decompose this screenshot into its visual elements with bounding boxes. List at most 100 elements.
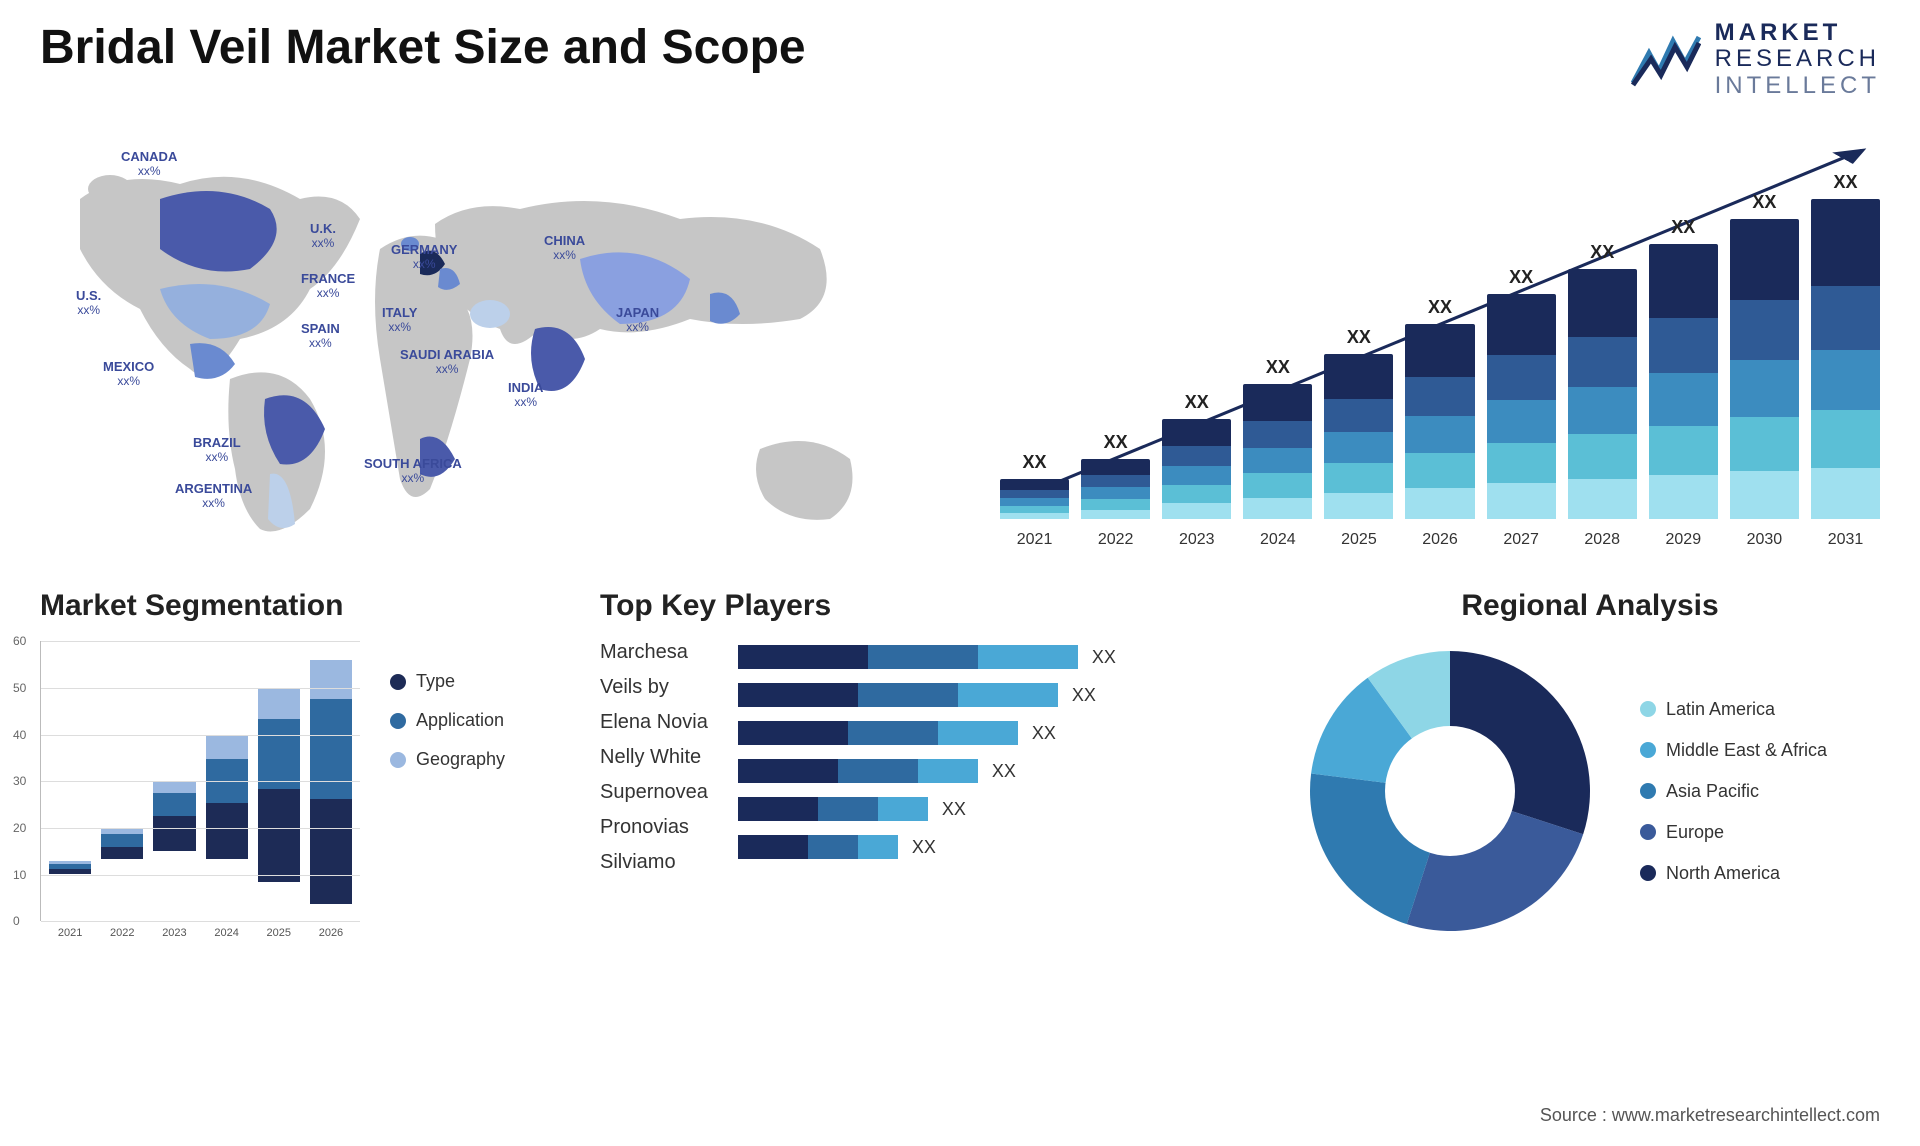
- logo-text-1: MARKET: [1715, 20, 1880, 46]
- world-map: CANADAxx% U.S.xx% MEXICOxx% BRAZILxx% ARGENT…: [40, 129, 940, 549]
- seg-xaxis-label: 2024: [206, 927, 248, 939]
- growth-xaxis-label: 2028: [1568, 531, 1637, 549]
- growth-bar-label: XX: [1590, 242, 1614, 263]
- growth-xaxis-label: 2022: [1081, 531, 1150, 549]
- player-bar-value: XX: [1032, 723, 1056, 744]
- growth-xaxis-label: 2029: [1649, 531, 1718, 549]
- segmentation-panel: Market Segmentation 20212022202320242025…: [40, 589, 540, 941]
- growth-bar-chart: XXXXXXXXXXXXXXXXXXXXXX 20212022202320242…: [1000, 129, 1880, 549]
- regional-legend-item: Asia Pacific: [1640, 781, 1827, 802]
- regional-legend-item: Europe: [1640, 822, 1827, 843]
- player-name: Pronovias: [600, 816, 708, 839]
- map-label-brazil: BRAZILxx%: [193, 436, 241, 465]
- growth-xaxis-label: 2030: [1730, 531, 1799, 549]
- growth-xaxis-label: 2024: [1243, 531, 1312, 549]
- seg-legend-item: Type: [390, 671, 505, 692]
- growth-bar-2027: XX: [1487, 267, 1556, 519]
- regional-legend-item: Latin America: [1640, 699, 1827, 720]
- player-bar-row: XX: [738, 797, 1240, 821]
- growth-bar-2022: XX: [1081, 432, 1150, 519]
- brand-logo: MARKET RESEARCH INTELLECT: [1631, 20, 1880, 99]
- seg-ytick: 30: [13, 774, 26, 788]
- growth-bar-label: XX: [1347, 327, 1371, 348]
- map-label-us: U.S.xx%: [76, 289, 101, 318]
- segmentation-chart: 202120222023202420252026 0102030405060: [40, 641, 360, 921]
- player-name: Silviamo: [600, 851, 708, 874]
- player-bar-row: XX: [738, 835, 1240, 859]
- regional-legend: Latin America Middle East & Africa Asia Pa…: [1640, 699, 1827, 884]
- growth-bar-2024: XX: [1243, 357, 1312, 519]
- seg-xaxis-label: 2021: [49, 927, 91, 939]
- player-name: Nelly White: [600, 746, 708, 769]
- logo-icon: [1631, 33, 1701, 87]
- map-label-italy: ITALYxx%: [382, 306, 417, 335]
- regional-panel: Regional Analysis Latin America Middle Ea…: [1300, 589, 1880, 941]
- seg-xaxis-label: 2023: [153, 927, 195, 939]
- seg-ytick: 50: [13, 681, 26, 695]
- player-bar-row: XX: [738, 645, 1240, 669]
- seg-bar-2025: [258, 688, 300, 921]
- growth-bar-2023: XX: [1162, 392, 1231, 519]
- map-label-argentina: ARGENTINAxx%: [175, 482, 252, 511]
- seg-bar-2021: [49, 861, 91, 922]
- seg-bar-2023: [153, 781, 195, 921]
- growth-bar-label: XX: [1671, 217, 1695, 238]
- map-label-india: INDIAxx%: [508, 381, 543, 410]
- growth-xaxis-label: 2021: [1000, 531, 1069, 549]
- growth-xaxis-label: 2025: [1324, 531, 1393, 549]
- growth-xaxis-label: 2027: [1487, 531, 1556, 549]
- player-bar-row: XX: [738, 683, 1240, 707]
- seg-xaxis-label: 2026: [310, 927, 352, 939]
- map-label-france: FRANCExx%: [301, 272, 355, 301]
- seg-ytick: 0: [13, 914, 20, 928]
- growth-xaxis-label: 2026: [1405, 531, 1474, 549]
- logo-text-3: INTELLECT: [1715, 73, 1880, 99]
- growth-bar-2029: XX: [1649, 217, 1718, 519]
- seg-ytick: 20: [13, 821, 26, 835]
- growth-bar-label: XX: [1752, 192, 1776, 213]
- player-name: Marchesa: [600, 641, 708, 664]
- seg-ytick: 60: [13, 634, 26, 648]
- key-players-panel: Top Key Players MarchesaVeils byElena No…: [600, 589, 1240, 941]
- player-bar-value: XX: [992, 761, 1016, 782]
- map-label-uk: U.K.xx%: [310, 222, 336, 251]
- growth-bar-2021: XX: [1000, 452, 1069, 519]
- seg-legend-item: Geography: [390, 749, 505, 770]
- regional-donut-chart: [1300, 641, 1600, 941]
- map-label-mexico: MEXICOxx%: [103, 360, 154, 389]
- map-label-spain: SPAINxx%: [301, 322, 340, 351]
- player-bar-value: XX: [1072, 685, 1096, 706]
- logo-text-2: RESEARCH: [1715, 46, 1880, 72]
- growth-bar-label: XX: [1185, 392, 1209, 413]
- map-label-canada: CANADAxx%: [121, 150, 177, 179]
- player-name: Veils by: [600, 676, 708, 699]
- map-label-japan: JAPANxx%: [616, 306, 659, 335]
- growth-bar-label: XX: [1023, 452, 1047, 473]
- growth-bar-2030: XX: [1730, 192, 1799, 519]
- regional-legend-item: Middle East & Africa: [1640, 740, 1827, 761]
- seg-xaxis-label: 2022: [101, 927, 143, 939]
- growth-bar-label: XX: [1833, 172, 1857, 193]
- player-bar-value: XX: [942, 799, 966, 820]
- growth-bar-label: XX: [1104, 432, 1128, 453]
- player-bars: XX XX XX XX XX XX: [738, 641, 1240, 874]
- regional-legend-item: North America: [1640, 863, 1827, 884]
- growth-bar-2028: XX: [1568, 242, 1637, 519]
- growth-xaxis-label: 2031: [1811, 531, 1880, 549]
- regional-title: Regional Analysis: [1300, 589, 1880, 623]
- segmentation-title: Market Segmentation: [40, 589, 540, 623]
- seg-xaxis-label: 2025: [258, 927, 300, 939]
- player-bar-row: XX: [738, 759, 1240, 783]
- seg-legend-item: Application: [390, 710, 505, 731]
- growth-bar-2025: XX: [1324, 327, 1393, 519]
- map-label-china: CHINAxx%: [544, 234, 585, 263]
- growth-xaxis-label: 2023: [1162, 531, 1231, 549]
- segmentation-legend: Type Application Geography: [390, 641, 505, 921]
- growth-bar-2031: XX: [1811, 172, 1880, 519]
- seg-ytick: 40: [13, 728, 26, 742]
- player-bar-value: XX: [1092, 647, 1116, 668]
- map-label-southafrica: SOUTH AFRICAxx%: [364, 457, 462, 486]
- player-name: Supernovea: [600, 781, 708, 804]
- player-name: Elena Novia: [600, 711, 708, 734]
- source-attribution: Source : www.marketresearchintellect.com: [1540, 1105, 1880, 1126]
